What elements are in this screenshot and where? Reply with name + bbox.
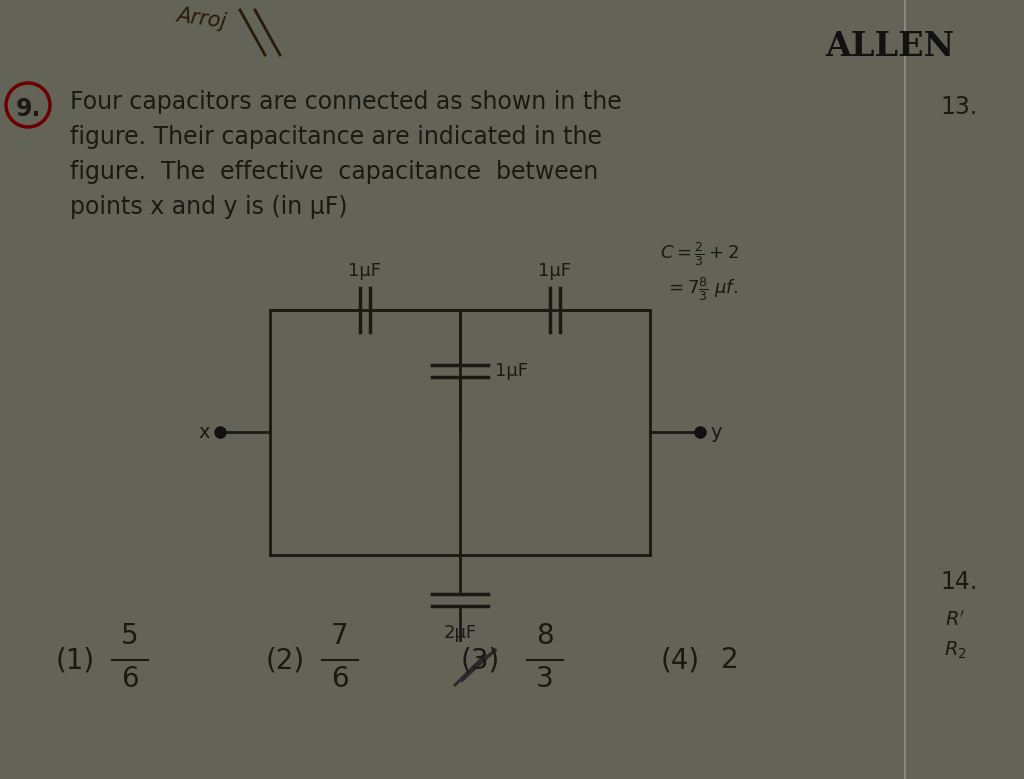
Text: 1μF: 1μF	[495, 362, 528, 380]
Text: y: y	[710, 422, 722, 442]
Text: Arroj: Arroj	[175, 5, 227, 32]
Text: 13.: 13.	[940, 95, 977, 119]
Text: 6: 6	[121, 665, 139, 693]
Text: (1): (1)	[55, 646, 94, 674]
Text: 2: 2	[721, 646, 738, 674]
Text: 2μF: 2μF	[443, 624, 476, 642]
Text: x: x	[199, 422, 210, 442]
Text: points x and y is (in μF): points x and y is (in μF)	[70, 195, 347, 219]
Text: 7: 7	[331, 622, 349, 650]
Text: 6: 6	[331, 665, 349, 693]
Text: 3: 3	[537, 665, 554, 693]
Text: $R_2$: $R_2$	[943, 640, 967, 661]
Text: 1μF: 1μF	[348, 262, 382, 280]
Text: $R'$: $R'$	[945, 610, 966, 630]
Text: 5: 5	[121, 622, 139, 650]
Text: $C=\frac{2}{3}+2$: $C=\frac{2}{3}+2$	[660, 240, 738, 268]
Text: $=7\frac{8}{3}$ $\mu f.$: $=7\frac{8}{3}$ $\mu f.$	[665, 275, 738, 303]
Text: figure.  The  effective  capacitance  between: figure. The effective capacitance betwee…	[70, 160, 598, 184]
Text: 14.: 14.	[940, 570, 977, 594]
Text: (2): (2)	[265, 646, 304, 674]
Text: figure. Their capacitance are indicated in the: figure. Their capacitance are indicated …	[70, 125, 602, 149]
Text: 1μF: 1μF	[539, 262, 571, 280]
Text: 8: 8	[537, 622, 554, 650]
Text: 9.: 9.	[15, 97, 41, 121]
Text: (4): (4)	[660, 646, 699, 674]
Text: (3): (3)	[461, 646, 500, 674]
Text: Four capacitors are connected as shown in the: Four capacitors are connected as shown i…	[70, 90, 622, 114]
Text: ALLEN: ALLEN	[825, 30, 954, 63]
